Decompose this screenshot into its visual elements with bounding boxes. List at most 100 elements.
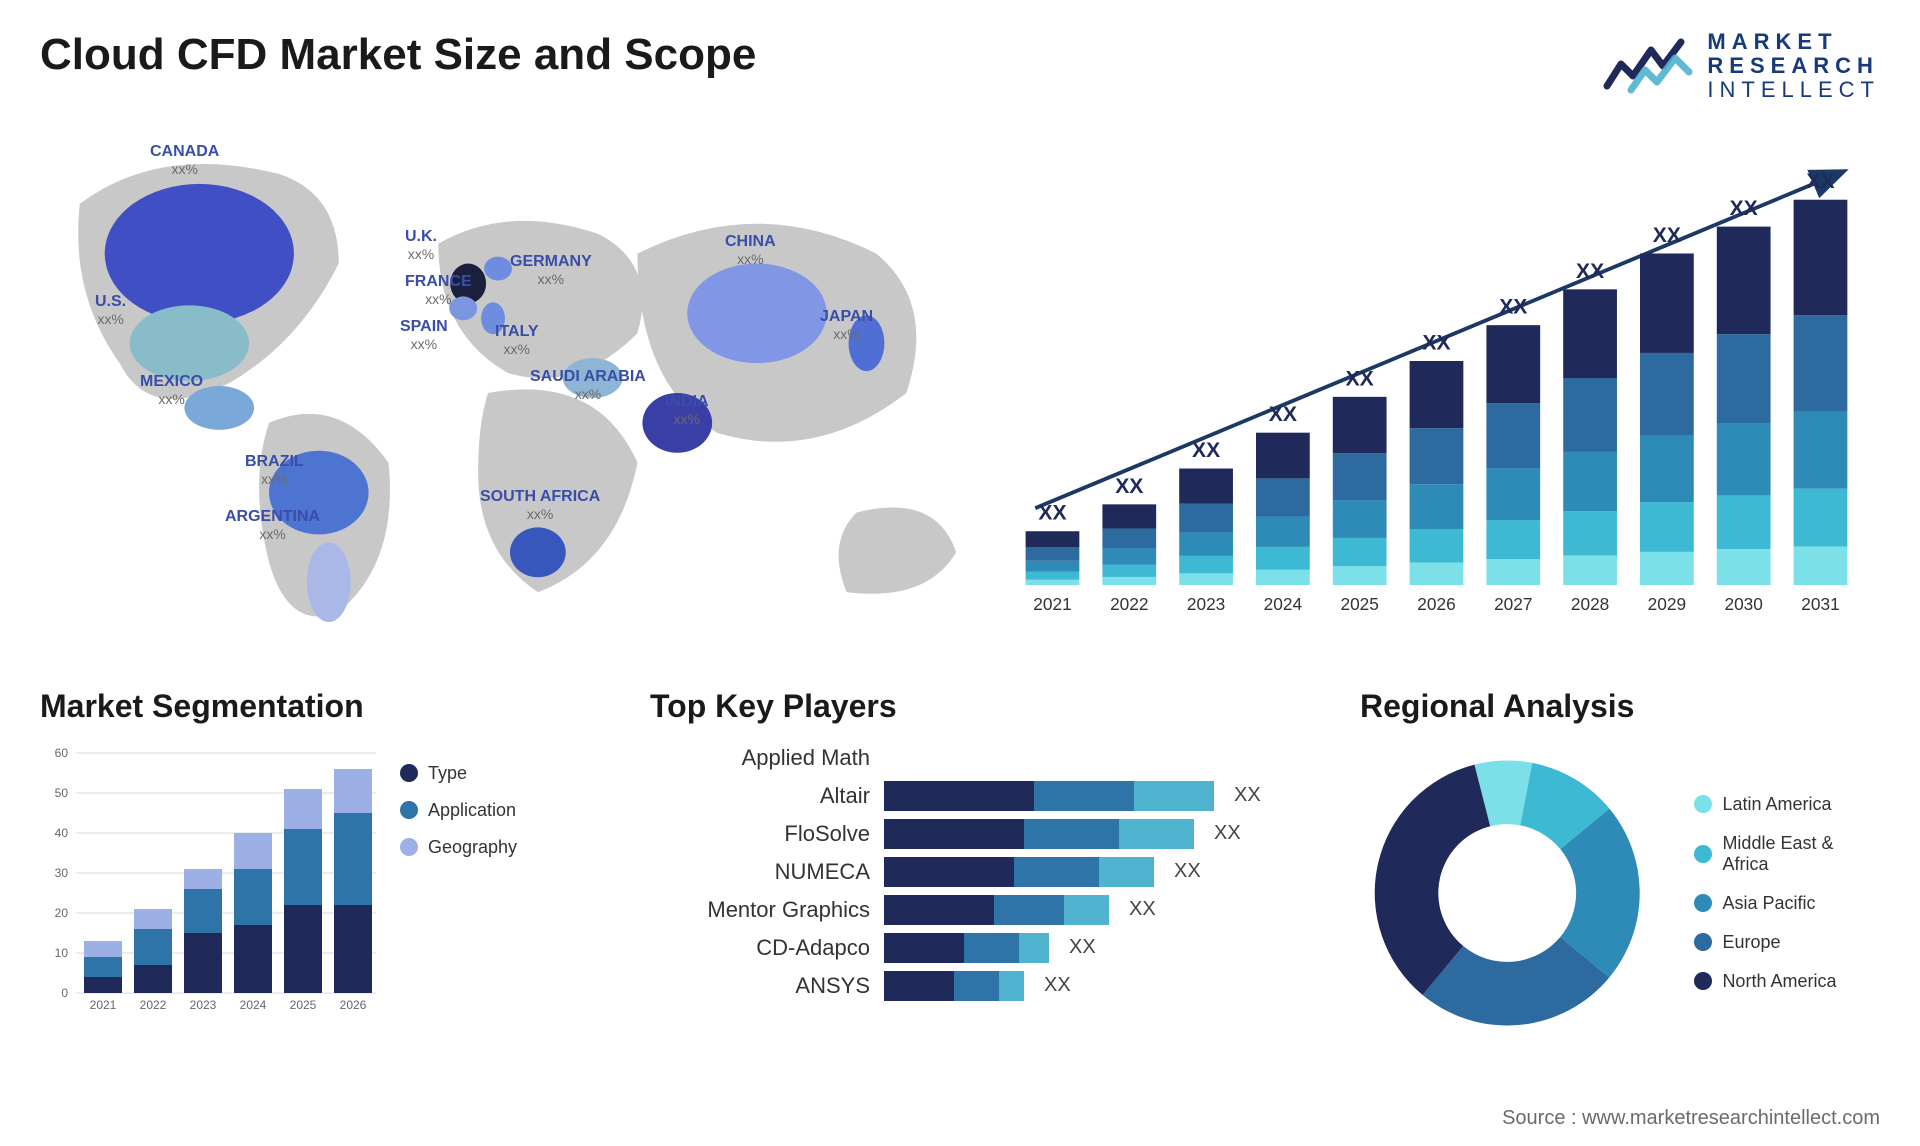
player-name: Altair <box>650 783 870 809</box>
map-label: INDIAxx% <box>665 393 709 427</box>
growth-year-label: 2023 <box>1187 594 1225 614</box>
map-label: ITALYxx% <box>495 323 539 357</box>
regional-legend-item: Asia Pacific <box>1694 893 1880 914</box>
growth-bar-label: XX <box>1422 331 1450 354</box>
map-country-name: CHINA <box>725 233 776 250</box>
legend-label: Europe <box>1722 932 1780 953</box>
player-bar-seg <box>1014 857 1099 887</box>
source-credit: Source : www.marketresearchintellect.com <box>1502 1107 1880 1130</box>
growth-year-label: 2026 <box>1417 594 1455 614</box>
world-map-panel: CANADAxx%U.S.xx%MEXICOxx%BRAZILxx%ARGENT… <box>40 133 976 658</box>
player-row: Mentor Graphics XX <box>650 895 1310 925</box>
player-bar-seg <box>1019 933 1049 963</box>
player-bar <box>884 933 1049 963</box>
brand-logo: MARKET RESEARCH INTELLECT <box>1603 30 1880 103</box>
player-name: Applied Math <box>650 745 870 771</box>
regional-legend-item: North America <box>1694 971 1880 992</box>
legend-label: Latin America <box>1722 794 1831 815</box>
map-country-name: SPAIN <box>400 318 448 335</box>
player-value: XX <box>1214 822 1241 845</box>
map-country-name: BRAZIL <box>245 453 304 470</box>
legend-label: North America <box>1722 971 1836 992</box>
seg-legend-item: Geography <box>400 837 517 858</box>
player-bar-seg <box>994 895 1064 925</box>
player-bar-seg <box>1134 781 1214 811</box>
player-bar-seg <box>884 971 954 1001</box>
map-label: SAUDI ARABIAxx% <box>530 368 646 402</box>
map-country-pct: xx% <box>225 526 320 542</box>
player-value: XX <box>1234 784 1261 807</box>
map-country-pct: xx% <box>480 506 600 522</box>
regional-legend: Latin America Middle East & Africa Asia Pa… <box>1694 794 1880 992</box>
map-label: CANADAxx% <box>150 143 219 177</box>
map-country-name: SAUDI ARABIA <box>530 368 646 385</box>
regional-panel: Regional Analysis Latin America Middle Ea… <box>1360 688 1880 1043</box>
player-bar-seg <box>884 895 994 925</box>
map-label: JAPANxx% <box>820 308 873 342</box>
logo-line-3: INTELLECT <box>1707 78 1880 102</box>
growth-year-label: 2027 <box>1494 594 1532 614</box>
growth-year-label: 2031 <box>1801 594 1839 614</box>
player-bar-seg <box>884 933 964 963</box>
player-name: ANSYS <box>650 973 870 999</box>
player-bar-seg <box>884 857 1014 887</box>
growth-bar-label: XX <box>1499 295 1527 318</box>
seg-ytick: 20 <box>55 906 69 920</box>
player-name: CD-Adapco <box>650 935 870 961</box>
map-country-name: INDIA <box>665 393 709 410</box>
legend-swatch <box>1694 845 1712 863</box>
growth-bar-label: XX <box>1730 197 1758 220</box>
player-bar <box>884 819 1194 849</box>
map-country-name: CANADA <box>150 143 219 160</box>
growth-bar-chart: XX2021XX2022XX2023XX2024XX2025XX2026XX20… <box>1016 133 1880 653</box>
player-bar-seg <box>1034 781 1134 811</box>
player-name: FloSolve <box>650 821 870 847</box>
segmentation-legend: Type Application Geography <box>400 743 517 1023</box>
growth-bar-label: XX <box>1269 403 1297 426</box>
segmentation-title: Market Segmentation <box>40 688 600 725</box>
map-label: U.K.xx% <box>405 228 437 262</box>
growth-year-label: 2029 <box>1648 594 1686 614</box>
logo-text: MARKET RESEARCH INTELLECT <box>1707 30 1880 103</box>
map-country-pct: xx% <box>95 311 126 327</box>
player-bar <box>884 895 1109 925</box>
growth-bar-label: XX <box>1806 170 1834 193</box>
player-bar <box>884 781 1214 811</box>
players-panel: Top Key Players Applied MathAltairXXFloS… <box>650 688 1310 1043</box>
seg-ytick: 40 <box>55 826 69 840</box>
map-country-pct: xx% <box>665 411 709 427</box>
player-value: XX <box>1044 974 1071 997</box>
growth-bar-label: XX <box>1346 367 1374 390</box>
map-label: U.S.xx% <box>95 293 126 327</box>
player-bar-seg <box>999 971 1024 1001</box>
seg-legend-item: Application <box>400 800 517 821</box>
map-label: GERMANYxx% <box>510 253 592 287</box>
player-name: NUMECA <box>650 859 870 885</box>
player-row: CD-AdapcoXX <box>650 933 1310 963</box>
player-value: XX <box>1129 898 1156 921</box>
map-label: CHINAxx% <box>725 233 776 267</box>
map-label: MEXICOxx% <box>140 373 203 407</box>
logo-icon <box>1603 36 1693 96</box>
player-name: Mentor Graphics <box>650 897 870 923</box>
map-country-pct: xx% <box>530 386 646 402</box>
regional-title: Regional Analysis <box>1360 688 1880 725</box>
map-label: ARGENTINAxx% <box>225 508 320 542</box>
map-country-name: ITALY <box>495 323 539 340</box>
growth-year-label: 2025 <box>1340 594 1378 614</box>
legend-swatch <box>1694 894 1712 912</box>
regional-legend-item: Europe <box>1694 932 1880 953</box>
page-title: Cloud CFD Market Size and Scope <box>40 30 756 80</box>
seg-ytick: 0 <box>61 986 68 1000</box>
seg-ytick: 60 <box>55 746 69 760</box>
regional-legend-item: Middle East & Africa <box>1694 833 1880 875</box>
map-country-pct: xx% <box>495 341 539 357</box>
map-label: SPAINxx% <box>400 318 448 352</box>
seg-legend-item: Type <box>400 763 517 784</box>
growth-year-label: 2021 <box>1033 594 1071 614</box>
legend-swatch <box>400 838 418 856</box>
seg-year-label: 2022 <box>140 998 167 1012</box>
players-list: Applied MathAltairXXFloSolveXXNUMECAXXMe… <box>650 743 1310 1001</box>
player-bar-seg <box>1119 819 1194 849</box>
growth-bar-label: XX <box>1653 224 1681 247</box>
